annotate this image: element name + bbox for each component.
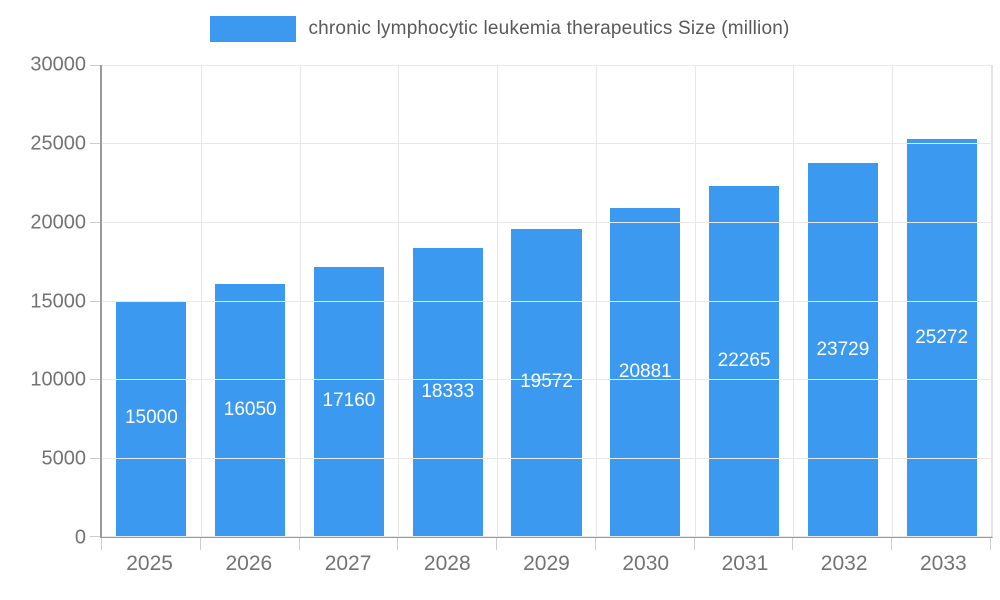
bar-2028[interactable]: 18333 <box>412 248 483 536</box>
x-axis-tick-label-2031: 2031 <box>721 552 769 575</box>
x-axis-tick-label-2027: 2027 <box>324 552 372 575</box>
x-axis-tick-mark <box>496 538 498 550</box>
x-axis-tick-label-2025: 2025 <box>126 552 173 575</box>
y-axis-tick-mark <box>90 221 100 223</box>
bar-value-label-2033: 25272 <box>915 326 969 348</box>
bar-2025[interactable]: 15000 <box>116 300 187 536</box>
gridline-horizontal <box>102 65 991 66</box>
bar-value-label-2027: 17160 <box>322 390 376 412</box>
x-axis-tick-mark <box>990 538 991 550</box>
bar-value-label-2025: 15000 <box>124 407 178 429</box>
bar-slot-2029: 19572 <box>497 65 596 536</box>
y-axis-tick-mark <box>90 378 100 380</box>
gridline-horizontal <box>102 536 991 537</box>
gridline-horizontal <box>102 221 991 223</box>
gridline-horizontal <box>102 378 991 380</box>
y-axis-tick-label: 0 <box>74 526 86 549</box>
gridline-vertical <box>299 65 301 536</box>
bar-series: 15000 16050 17160 18333 19572 20881 22265 23729… <box>102 65 991 536</box>
bar-2030[interactable]: 20881 <box>610 208 681 536</box>
bar-value-label-2030: 20881 <box>618 361 672 383</box>
x-axis-tick-mark <box>792 538 794 550</box>
bar-slot-2031: 22265 <box>695 65 794 536</box>
y-axis-tick-label: 30000 <box>30 53 86 76</box>
plot-area: 15000 16050 17160 18333 19572 20881 22265 23729… <box>90 65 993 550</box>
x-axis-tick-mark <box>693 538 695 550</box>
gridline-vertical <box>200 65 202 536</box>
bar-value-label-2031: 22265 <box>717 350 771 372</box>
y-axis-tick-mark <box>90 65 100 66</box>
bar-slot-2032: 23729 <box>793 65 892 536</box>
x-axis-tick-mark <box>199 538 201 550</box>
bar-value-label-2026: 16050 <box>223 399 277 420</box>
gridline-horizontal <box>102 300 991 302</box>
x-axis-tick-mark <box>101 538 102 550</box>
y-axis-tick-label: 15000 <box>30 290 86 312</box>
bar-slot-2026: 16050 <box>201 65 300 536</box>
x-axis-tick-mark <box>397 538 399 550</box>
chart-legend: chronic lymphocytic leukemia therapeutic… <box>0 16 1000 42</box>
x-axis-tick-label-2029: 2029 <box>523 552 570 575</box>
legend-label: chronic lymphocytic leukemia therapeutic… <box>308 18 790 39</box>
bar-2026[interactable]: 16050 <box>215 284 286 536</box>
bar-slot-2030: 20881 <box>596 65 695 536</box>
y-axis-tick-label: 25000 <box>30 132 86 155</box>
y-axis-tick-mark <box>90 457 100 459</box>
bar-slot-2027: 17160 <box>300 65 399 536</box>
y-axis-tick-label: 10000 <box>30 368 86 391</box>
x-axis-tick-label-2030: 2030 <box>622 552 670 575</box>
y-axis-tick-mark <box>90 536 100 537</box>
x-axis-tick-mark <box>594 538 596 550</box>
legend-color-swatch <box>210 16 297 42</box>
y-axis-tick-mark <box>90 300 100 302</box>
gridline-vertical <box>694 65 696 536</box>
y-axis-tick-label: 20000 <box>30 211 86 234</box>
bar-2027[interactable]: 17160 <box>313 266 385 536</box>
x-axis-tick-mark <box>298 538 300 550</box>
x-axis-tick-mark <box>891 538 893 550</box>
y-axis-labels: 0 5000 10000 15000 20000 25000 30000 <box>0 54 87 549</box>
x-axis-tick-label-2028: 2028 <box>423 552 471 575</box>
gridline-vertical <box>793 65 795 536</box>
gridline-vertical <box>398 65 400 536</box>
bar-2031[interactable]: 22265 <box>709 186 780 536</box>
x-axis-tick-label-2032: 2032 <box>820 552 868 575</box>
bar-2029[interactable]: 19572 <box>511 228 582 536</box>
gridline-vertical <box>497 65 499 536</box>
bar-slot-2025: 15000 <box>102 65 201 536</box>
x-axis-labels: 2025 2026 2027 2028 2029 2030 2031 2032 2033 <box>100 552 993 582</box>
gridline-horizontal <box>102 457 991 459</box>
y-axis-tick-label: 5000 <box>41 447 87 470</box>
gridline-horizontal <box>102 143 991 145</box>
bar-value-label-2029: 19572 <box>520 371 573 393</box>
bar-2032[interactable]: 23729 <box>807 163 878 536</box>
x-axis-tick-label-2033: 2033 <box>920 552 967 575</box>
bar-slot-2028: 18333 <box>398 65 497 536</box>
bar-value-label-2032: 23729 <box>816 338 870 360</box>
bar-slot-2033: 25272 <box>892 65 991 536</box>
bar-2033[interactable]: 25272 <box>906 139 977 536</box>
y-axis-tick-mark <box>90 143 100 145</box>
legend-item-series[interactable]: chronic lymphocytic leukemia therapeutic… <box>210 16 789 42</box>
gridline-vertical <box>892 65 894 536</box>
x-axis-tick-label-2026: 2026 <box>225 552 273 575</box>
gridline-vertical <box>595 65 597 536</box>
bar-value-label-2028: 18333 <box>421 381 475 403</box>
